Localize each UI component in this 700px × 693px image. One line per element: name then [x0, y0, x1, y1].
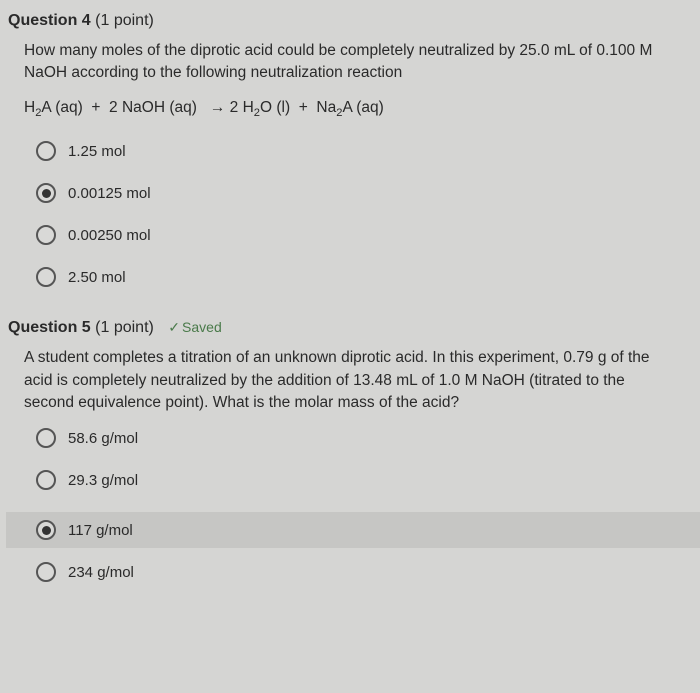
question-5-header: Question 5 (1 point) ✓Saved	[6, 319, 682, 337]
radio-icon[interactable]	[36, 562, 56, 582]
option-row[interactable]: 1.25 mol	[36, 141, 682, 161]
option-label: 117 g/mol	[68, 522, 133, 539]
option-row[interactable]: 0.00250 mol	[36, 225, 682, 245]
radio-icon[interactable]	[36, 470, 56, 490]
option-label: 29.3 g/mol	[68, 472, 138, 489]
question-4-equation: H2A (aq) + 2 NaOH (aq) → 2 H2O (l) + Na2…	[24, 99, 682, 119]
option-row[interactable]: 29.3 g/mol	[36, 470, 682, 490]
question-5-prompt: A student completes a titration of an un…	[24, 347, 664, 414]
radio-icon[interactable]	[36, 225, 56, 245]
option-row[interactable]: 0.00125 mol	[36, 183, 682, 203]
question-5: Question 5 (1 point) ✓Saved A student co…	[6, 319, 682, 582]
question-4-prompt: How many moles of the diprotic acid coul…	[24, 40, 664, 85]
radio-icon[interactable]	[36, 141, 56, 161]
question-5-points: (1 point)	[95, 319, 154, 336]
question-5-options: 58.6 g/mol 29.3 g/mol 117 g/mol 234 g/mo…	[36, 428, 682, 582]
question-4-title: Question 4	[8, 12, 91, 29]
option-row[interactable]: 2.50 mol	[36, 267, 682, 287]
option-row[interactable]: 117 g/mol	[6, 512, 700, 548]
radio-icon[interactable]	[36, 428, 56, 448]
option-label: 0.00125 mol	[68, 185, 151, 202]
radio-icon[interactable]	[36, 183, 56, 203]
question-4-header: Question 4 (1 point)	[6, 12, 682, 30]
question-4: Question 4 (1 point) How many moles of t…	[6, 12, 682, 287]
option-row[interactable]: 58.6 g/mol	[36, 428, 682, 448]
question-5-title: Question 5	[8, 319, 91, 336]
radio-icon[interactable]	[36, 267, 56, 287]
option-label: 0.00250 mol	[68, 227, 151, 244]
question-4-points: (1 point)	[95, 12, 154, 29]
question-4-options: 1.25 mol 0.00125 mol 0.00250 mol 2.50 mo…	[36, 141, 682, 287]
option-row[interactable]: 234 g/mol	[36, 562, 682, 582]
saved-badge: ✓Saved	[168, 319, 221, 335]
option-label: 58.6 g/mol	[68, 430, 138, 447]
option-label: 1.25 mol	[68, 143, 126, 160]
check-icon: ✓	[168, 319, 180, 335]
option-label: 234 g/mol	[68, 564, 134, 581]
option-label: 2.50 mol	[68, 269, 126, 286]
radio-icon[interactable]	[36, 520, 56, 540]
saved-label: Saved	[182, 319, 222, 335]
